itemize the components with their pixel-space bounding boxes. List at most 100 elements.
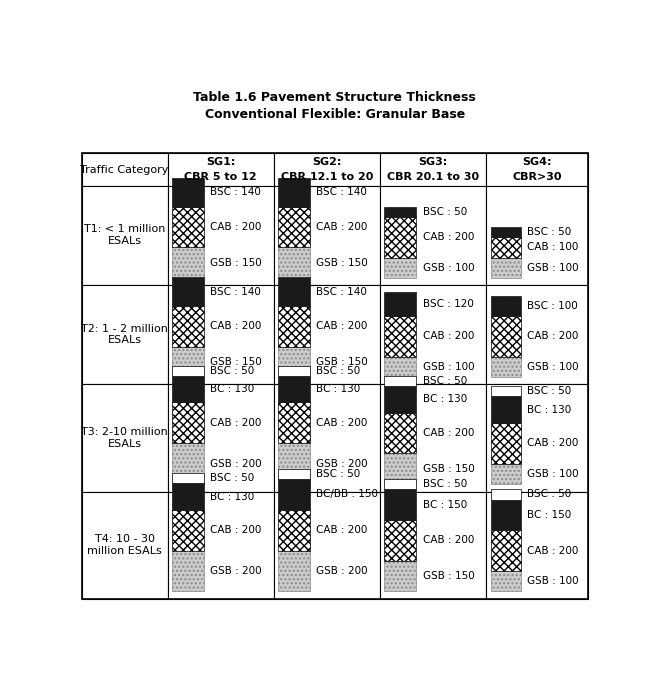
- Text: GSB : 150: GSB : 150: [317, 258, 368, 268]
- Text: T3: 2-10 million
ESALs: T3: 2-10 million ESALs: [81, 427, 168, 449]
- Bar: [278, 469, 310, 479]
- Bar: [490, 397, 521, 423]
- Text: CAB : 200: CAB : 200: [210, 321, 262, 331]
- Bar: [490, 571, 521, 591]
- Bar: [486, 153, 588, 185]
- Bar: [385, 413, 417, 454]
- Bar: [172, 483, 204, 510]
- Text: Traffic Category: Traffic Category: [80, 164, 169, 174]
- Text: BSC : 50: BSC : 50: [422, 207, 467, 217]
- Bar: [172, 346, 204, 377]
- Text: SG3:: SG3:: [419, 158, 448, 167]
- Text: CAB : 200: CAB : 200: [422, 232, 474, 242]
- Bar: [278, 510, 310, 551]
- Text: BSC : 50: BSC : 50: [317, 469, 360, 479]
- Text: GSB : 100: GSB : 100: [422, 263, 474, 273]
- Bar: [486, 185, 588, 285]
- Bar: [274, 153, 380, 185]
- Bar: [278, 346, 310, 377]
- Bar: [490, 237, 521, 258]
- Text: BSC : 50: BSC : 50: [527, 386, 571, 396]
- Bar: [172, 178, 204, 206]
- Bar: [172, 473, 204, 483]
- Text: BSC : 50: BSC : 50: [317, 366, 360, 376]
- Text: GSB : 100: GSB : 100: [527, 576, 579, 586]
- Bar: [82, 185, 168, 285]
- Text: CBR 12.1 to 20: CBR 12.1 to 20: [281, 171, 374, 182]
- Bar: [490, 357, 521, 377]
- Bar: [490, 489, 521, 500]
- Bar: [278, 206, 310, 247]
- Text: CAB : 200: CAB : 200: [317, 321, 368, 331]
- Text: BSC : 140: BSC : 140: [317, 286, 368, 297]
- Text: BC : 130: BC : 130: [527, 404, 571, 415]
- Text: SG2:: SG2:: [312, 158, 342, 167]
- Bar: [168, 185, 274, 285]
- Bar: [274, 384, 380, 491]
- Text: T1: < 1 million
ESALs: T1: < 1 million ESALs: [84, 224, 165, 246]
- Text: BC : 130: BC : 130: [422, 395, 467, 404]
- Bar: [490, 386, 521, 397]
- Bar: [278, 376, 310, 402]
- Text: CAB : 200: CAB : 200: [210, 418, 262, 428]
- Bar: [172, 402, 204, 443]
- Bar: [172, 247, 204, 278]
- Bar: [278, 551, 310, 591]
- Bar: [82, 491, 168, 599]
- Bar: [380, 491, 486, 599]
- Text: BC : 130: BC : 130: [210, 491, 255, 502]
- Bar: [172, 443, 204, 484]
- Text: BSC : 50: BSC : 50: [527, 489, 571, 500]
- Text: T2: 1 - 2 million
ESALs: T2: 1 - 2 million ESALs: [81, 323, 168, 345]
- Bar: [172, 306, 204, 346]
- Text: GSB : 100: GSB : 100: [422, 362, 474, 372]
- Bar: [490, 464, 521, 484]
- Text: T4: 10 - 30
million ESALs: T4: 10 - 30 million ESALs: [88, 535, 162, 556]
- Bar: [278, 277, 310, 306]
- Text: GSB : 150: GSB : 150: [210, 357, 262, 367]
- Text: CAB : 100: CAB : 100: [527, 243, 579, 252]
- Bar: [82, 285, 168, 384]
- Text: BSC : 50: BSC : 50: [422, 480, 467, 489]
- Bar: [385, 357, 417, 377]
- Text: CAB : 200: CAB : 200: [527, 438, 579, 448]
- Text: GSB : 100: GSB : 100: [527, 263, 579, 273]
- Bar: [380, 153, 486, 185]
- Text: BC/BB : 150: BC/BB : 150: [317, 489, 379, 500]
- Text: BSC : 100: BSC : 100: [527, 301, 578, 311]
- Text: GSB : 200: GSB : 200: [210, 566, 262, 576]
- Text: CBR 5 to 12: CBR 5 to 12: [185, 171, 257, 182]
- Bar: [82, 153, 588, 599]
- Bar: [278, 479, 310, 510]
- Bar: [385, 561, 417, 591]
- Bar: [278, 247, 310, 278]
- Bar: [168, 285, 274, 384]
- Text: Conventional Flexible: Granular Base: Conventional Flexible: Granular Base: [204, 108, 465, 121]
- Bar: [172, 277, 204, 306]
- Text: BC : 150: BC : 150: [422, 500, 467, 510]
- Bar: [274, 491, 380, 599]
- Bar: [385, 454, 417, 484]
- Bar: [380, 185, 486, 285]
- Text: GSB : 100: GSB : 100: [527, 362, 579, 372]
- Bar: [486, 384, 588, 491]
- Bar: [490, 227, 521, 237]
- Text: SG1:: SG1:: [206, 158, 236, 167]
- Text: BSC : 50: BSC : 50: [422, 376, 467, 386]
- Bar: [385, 520, 417, 561]
- Text: CBR 20.1 to 30: CBR 20.1 to 30: [387, 171, 479, 182]
- Text: BSC : 140: BSC : 140: [317, 187, 368, 197]
- Bar: [385, 376, 417, 386]
- Bar: [385, 258, 417, 278]
- Text: CAB : 200: CAB : 200: [422, 428, 474, 438]
- Bar: [385, 291, 417, 316]
- Bar: [274, 185, 380, 285]
- Bar: [490, 500, 521, 530]
- Bar: [278, 178, 310, 206]
- Text: CAB : 200: CAB : 200: [317, 525, 368, 535]
- Bar: [385, 316, 417, 357]
- Text: CAB : 200: CAB : 200: [527, 332, 579, 342]
- Bar: [490, 423, 521, 464]
- Bar: [82, 153, 168, 185]
- Text: GSB : 150: GSB : 150: [422, 464, 475, 474]
